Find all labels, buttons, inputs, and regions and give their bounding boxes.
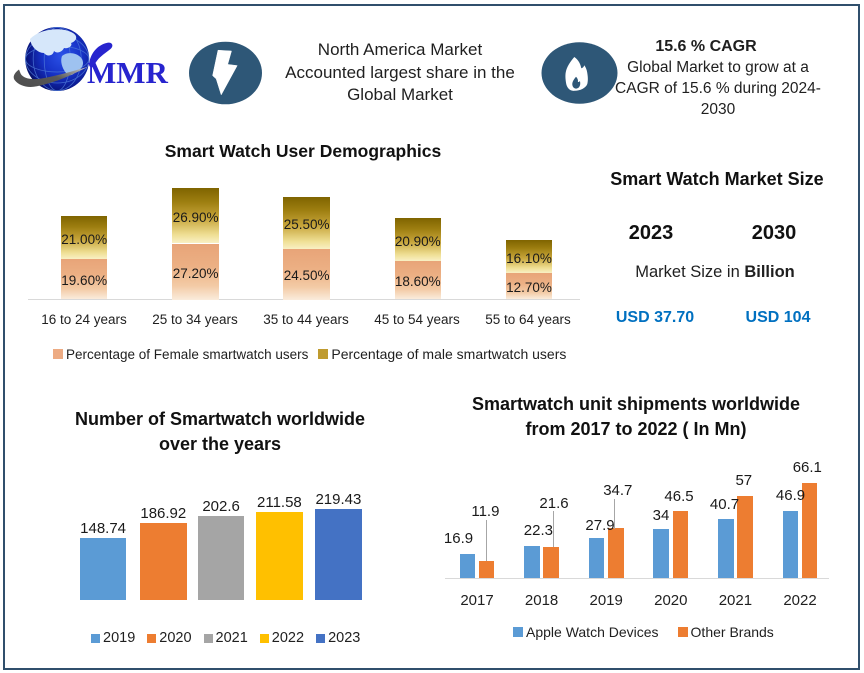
- svg-text:MMR: MMR: [87, 55, 169, 90]
